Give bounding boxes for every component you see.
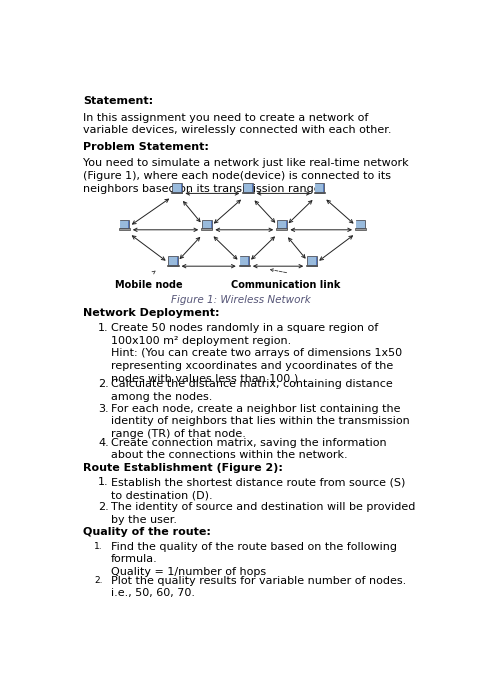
Bar [172,183,182,192]
Bar [120,220,128,228]
Text: 2.: 2. [98,502,109,512]
Text: Problem Statement:: Problem Statement: [83,141,209,152]
Text: Network Deployment:: Network Deployment: [83,308,220,318]
Text: Mobile node: Mobile node [115,280,182,290]
Text: Plot the quality results for variable number of nodes.
i.e., 50, 60, 70.: Plot the quality results for variable nu… [111,575,407,598]
Bar [240,256,249,265]
Bar [120,220,129,229]
Bar [173,184,181,192]
Text: The identity of source and destination will be provided
by the user.: The identity of source and destination w… [111,502,415,524]
Text: You need to simulate a network just like real-time network
(Figure 1), where eac: You need to simulate a network just like… [83,158,408,194]
Text: 4.: 4. [98,438,109,447]
Bar [244,184,252,192]
Bar [355,228,366,230]
Bar [239,265,250,266]
Bar [315,184,323,192]
Bar [167,265,179,266]
Bar [242,192,254,193]
Text: Communication link: Communication link [231,280,340,290]
Text: 3.: 3. [98,404,108,414]
Bar [278,220,286,228]
Text: Create 50 nodes randomly in a square region of
100x100 m² deployment region.
Hin: Create 50 nodes randomly in a square reg… [111,323,402,384]
Bar [276,228,287,230]
Text: Create connection matrix, saving the information
about the connections within th: Create connection matrix, saving the inf… [111,438,387,461]
Text: Quality of the route:: Quality of the route: [83,527,211,537]
Bar [314,192,325,193]
Text: For each node, create a neighbor list containing the
identity of neighbors that : For each node, create a neighbor list co… [111,404,410,439]
Bar [201,228,212,230]
Text: Figure 1: Wireless Network: Figure 1: Wireless Network [171,295,310,304]
Bar [240,257,248,265]
Text: In this assignment you need to create a network of
variable devices, wirelessly : In this assignment you need to create a … [83,113,392,135]
Bar [277,220,287,229]
Bar [307,256,317,265]
Bar [308,257,316,265]
Bar [202,220,212,229]
Bar [356,220,365,229]
Bar [203,220,211,228]
Text: Calculate the distance matrix, containing distance
among the nodes.: Calculate the distance matrix, containin… [111,379,393,402]
Text: 2.: 2. [98,379,109,389]
Text: Establish the shortest distance route from source (S)
to destination (D).: Establish the shortest distance route fr… [111,477,406,500]
Bar [171,192,182,193]
Text: Statement:: Statement: [83,96,153,106]
Bar [243,183,253,192]
Text: 1.: 1. [98,323,108,332]
Text: 1.: 1. [94,542,103,551]
Bar [306,265,318,266]
Text: 2.: 2. [94,575,103,584]
Bar [168,256,178,265]
Bar [169,257,177,265]
Text: Find the quality of the route based on the following
formula.
Quality = 1/number: Find the quality of the route based on t… [111,542,397,578]
Bar [357,220,364,228]
Bar [119,228,130,230]
Bar [315,183,324,192]
Text: Route Establishment (Figure 2):: Route Establishment (Figure 2): [83,463,283,473]
Text: 1.: 1. [98,477,108,487]
